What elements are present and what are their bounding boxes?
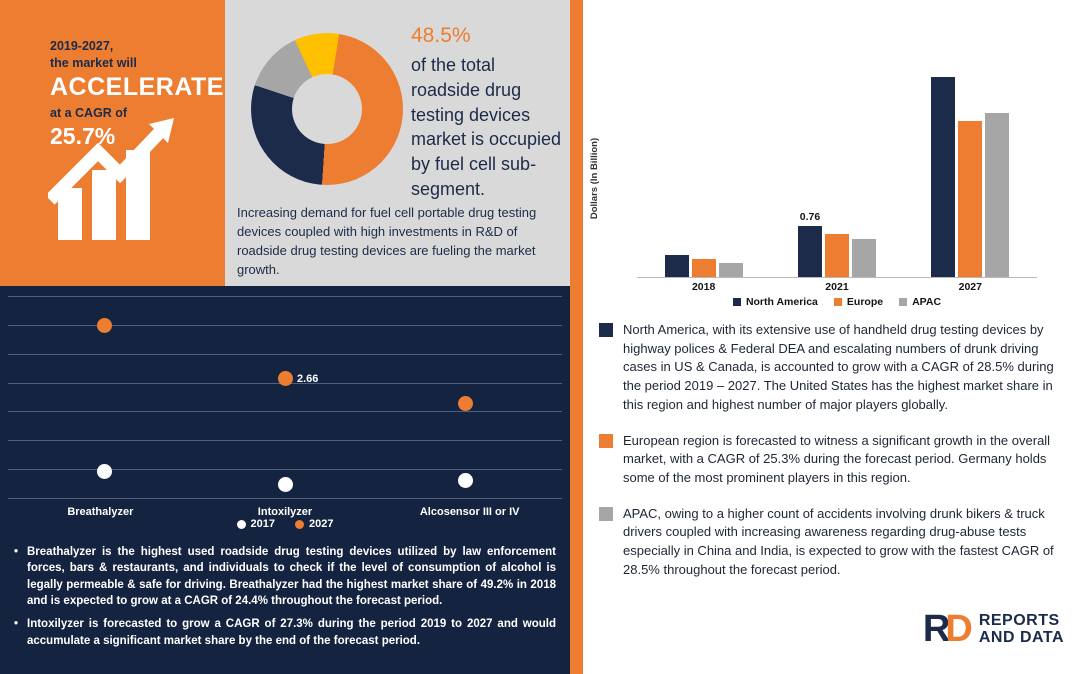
device-notes: Breathalyzer is the highest used roadsid… <box>14 544 556 656</box>
bar-group-2021: 0.76 <box>797 211 876 277</box>
cagr-promo-panel: 2019-2027, the market will ACCELERATE at… <box>0 0 225 286</box>
legend-label: APAC <box>912 296 942 308</box>
dot-2017-intoxilyzer <box>277 476 293 492</box>
bar-europe-2027 <box>958 120 983 277</box>
dot-2027-intoxilyzer <box>277 371 293 387</box>
legend-item-2017: 2017 <box>236 518 275 530</box>
device-dot-plot: 2.66 <box>8 296 562 499</box>
promo-cagr-value: 25.7% <box>50 123 116 149</box>
growth-arrow-graphic <box>45 118 174 240</box>
legend-label: 2017 <box>250 518 275 530</box>
legend-item-apac: APAC <box>899 296 941 308</box>
region-note-text: APAC, owing to a higher count of acciden… <box>623 505 1054 577</box>
logo-mark-r: R <box>922 608 951 650</box>
bar-apac-2027 <box>985 112 1010 277</box>
logo-text: REPORTS AND DATA <box>979 612 1064 647</box>
fuel-cell-panel: 48.5% of the total roadside drug testing… <box>225 0 570 286</box>
north-america-swatch <box>599 323 613 337</box>
dot-2017-breathalyzer <box>97 463 113 479</box>
logo-line-reports: REPORTS <box>978 611 1060 629</box>
regional-bar-chart: Dollars (In Billion) 0.76 2018 2021 2027 N… <box>590 48 1037 308</box>
legend-item-2027: 2027 <box>295 518 333 530</box>
gridline <box>8 353 562 355</box>
bar-group-2018 <box>664 254 743 277</box>
promo-intro: the market will <box>50 55 137 70</box>
dot-plot-legend: 2017 2027 <box>0 518 570 530</box>
dot-plot-categories: Breathalyzer Intoxilyzer Alcosensor III or… <box>8 506 562 518</box>
gridline <box>8 411 562 413</box>
legend-swatch <box>732 298 741 306</box>
device-share-panel: 2.66 Breathalyzer Intoxilyzer Alcosensor I… <box>0 286 570 674</box>
legend-item-europe: Europe <box>833 296 884 308</box>
device-note-intoxilyzer: Intoxilyzer is forecasted to grow a CAGR… <box>14 616 556 649</box>
gridline <box>8 469 562 471</box>
bar-europe-2021 <box>824 233 849 277</box>
fuel-cell-paragraph: Increasing demand for fuel cell portable… <box>237 205 537 277</box>
segment-donut-chart <box>251 33 403 185</box>
region-note-text: European region is forecasted to witness… <box>623 432 1051 486</box>
divider-stripe <box>570 0 583 674</box>
dot-2027-breathalyzer <box>97 318 113 334</box>
legend-item-north-america: North America <box>732 296 818 308</box>
gridline <box>8 324 562 326</box>
bar-europe-2018 <box>691 259 716 277</box>
promo-period: 2019-2027, <box>50 39 114 53</box>
legend-swatch <box>295 519 304 529</box>
europe-swatch <box>599 433 613 448</box>
bar-plot-area: 0.76 <box>637 48 1037 278</box>
region-note-apac: APAC, owing to a higher count of acciden… <box>599 505 1066 580</box>
logo-line-and-data: AND DATA <box>978 629 1064 646</box>
gridline <box>8 440 562 442</box>
fuel-cell-share-value: 48.5% <box>411 24 471 47</box>
legend-swatch <box>833 298 842 306</box>
region-note-text: North America, with its extensive use of… <box>623 322 1054 412</box>
dot-category-label: Alcosensor III or IV <box>419 506 520 518</box>
gridline <box>8 498 562 499</box>
legend-label: North America <box>745 296 818 308</box>
dot-value-label: 2.66 <box>297 372 319 385</box>
dot-2017-alcosensor-iii-or-iv <box>457 473 473 489</box>
dot-category-label: Breathalyzer <box>67 506 134 518</box>
promo-cagr-label: at a CAGR of <box>50 105 128 120</box>
logo-mark: R D <box>923 610 973 648</box>
growth-arrow-icon <box>45 110 190 247</box>
y-axis-label: Dollars (In Billion) <box>589 137 601 219</box>
legend-label: 2027 <box>309 518 334 530</box>
bar-categories: 2018 2021 2027 <box>637 281 1037 293</box>
bar-north-america-2021: 0.76 <box>797 211 822 277</box>
gridline <box>8 296 562 297</box>
bar-value-label: 0.76 <box>799 210 821 223</box>
bar-apac-2021 <box>851 239 876 277</box>
logo-mark-d: D <box>945 608 973 650</box>
bar-north-america-2027 <box>931 76 956 277</box>
apac-swatch <box>599 506 613 521</box>
bar-apac-2018 <box>718 262 743 277</box>
bar-category-label: 2018 <box>691 281 716 293</box>
bar-category-label: 2027 <box>958 281 982 293</box>
device-note-breathalyzer: Breathalyzer is the highest used roadsid… <box>14 544 556 609</box>
bar-north-america-2018 <box>664 254 689 277</box>
fuel-cell-share-text: of the total roadside drug testing devic… <box>411 55 562 200</box>
bar-legend: North America Europe APAC <box>637 296 1037 308</box>
dot-2027-alcosensor-iii-or-iv <box>457 396 473 412</box>
left-column: 2019-2027, the market will ACCELERATE at… <box>0 0 570 674</box>
right-column: Dollars (In Billion) 0.76 2018 2021 2027 N… <box>583 0 1080 674</box>
reports-and-data-logo: R D REPORTS AND DATA <box>923 610 1064 648</box>
promo-accelerate: ACCELERATE <box>50 73 224 101</box>
legend-swatch <box>899 298 908 306</box>
region-notes: North America, with its extensive use of… <box>595 321 1066 580</box>
fuel-cell-headline: 48.5% of the total roadside drug testing… <box>411 24 565 202</box>
legend-swatch <box>236 519 246 529</box>
region-note-europe: European region is forecasted to witness… <box>599 432 1066 488</box>
legend-label: Europe <box>846 296 884 308</box>
dot-category-label: Intoxilyzer <box>257 506 313 518</box>
top-row: 2019-2027, the market will ACCELERATE at… <box>0 0 570 286</box>
bar-group-2027 <box>931 76 1010 277</box>
bar-category-label: 2021 <box>825 281 849 293</box>
region-note-north-america: North America, with its extensive use of… <box>599 321 1066 415</box>
